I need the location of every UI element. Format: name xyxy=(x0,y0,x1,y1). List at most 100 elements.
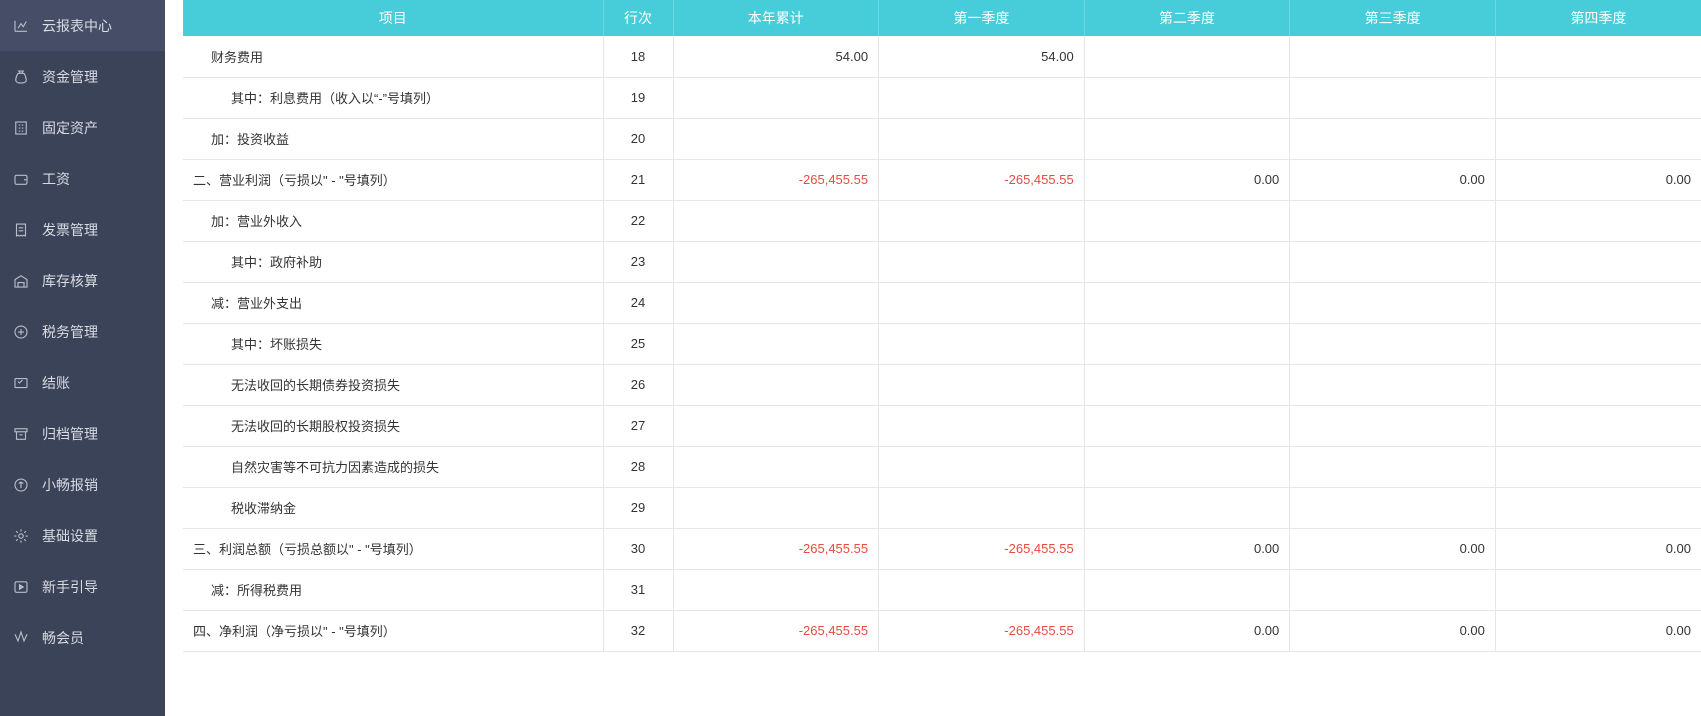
cell-ytd[interactable] xyxy=(673,323,879,364)
sidebar-item-label: 库存核算 xyxy=(42,271,98,291)
cell-q2[interactable]: 0.00 xyxy=(1084,159,1290,200)
cell-q1[interactable]: -265,455.55 xyxy=(879,528,1085,569)
sidebar-item-closing[interactable]: 结账 xyxy=(0,357,165,408)
cell-q1[interactable] xyxy=(879,405,1085,446)
cell-ytd[interactable]: -265,455.55 xyxy=(673,159,879,200)
cell-q3[interactable]: 0.00 xyxy=(1290,610,1496,651)
col-header-q3: 第三季度 xyxy=(1290,0,1496,36)
cell-ytd[interactable] xyxy=(673,118,879,159)
cell-q4[interactable] xyxy=(1495,364,1701,405)
sidebar-item-fixed-assets[interactable]: 固定资产 xyxy=(0,102,165,153)
cell-q2[interactable] xyxy=(1084,364,1290,405)
cell-q3[interactable]: 0.00 xyxy=(1290,528,1496,569)
cell-q4[interactable] xyxy=(1495,487,1701,528)
cell-q2[interactable] xyxy=(1084,36,1290,77)
sidebar-item-guide[interactable]: 新手引导 xyxy=(0,561,165,612)
cell-q1[interactable] xyxy=(879,282,1085,323)
cell-q4[interactable] xyxy=(1495,36,1701,77)
cell-ytd[interactable] xyxy=(673,569,879,610)
cell-q2[interactable] xyxy=(1084,569,1290,610)
cell-q4[interactable]: 0.00 xyxy=(1495,159,1701,200)
cell-q3[interactable] xyxy=(1290,405,1496,446)
cell-q2[interactable] xyxy=(1084,487,1290,528)
sidebar-item-funds[interactable]: 资金管理 xyxy=(0,51,165,102)
cell-q3[interactable] xyxy=(1290,241,1496,282)
cell-q2[interactable] xyxy=(1084,446,1290,487)
sidebar-item-label: 归档管理 xyxy=(42,424,98,444)
cell-q3[interactable] xyxy=(1290,118,1496,159)
cell-q4[interactable]: 0.00 xyxy=(1495,610,1701,651)
sidebar-item-cloud-report[interactable]: 云报表中心 xyxy=(0,0,165,51)
cell-q1[interactable] xyxy=(879,446,1085,487)
cell-q4[interactable] xyxy=(1495,446,1701,487)
cell-ytd[interactable]: -265,455.55 xyxy=(673,610,879,651)
cell-q1[interactable] xyxy=(879,241,1085,282)
cell-ytd[interactable] xyxy=(673,487,879,528)
cell-rownum: 31 xyxy=(603,569,673,610)
sidebar-item-vip[interactable]: 畅会员 xyxy=(0,612,165,663)
cell-q2[interactable] xyxy=(1084,405,1290,446)
cell-ytd[interactable] xyxy=(673,405,879,446)
cell-q1[interactable] xyxy=(879,487,1085,528)
table-row: 四、净利润（净亏损以" - "号填列）32-265,455.55-265,455… xyxy=(183,610,1701,651)
sidebar-item-expense[interactable]: 小畅报销 xyxy=(0,459,165,510)
cell-ytd[interactable]: -265,455.55 xyxy=(673,528,879,569)
cell-q4[interactable] xyxy=(1495,569,1701,610)
cell-q3[interactable] xyxy=(1290,77,1496,118)
cell-q3[interactable] xyxy=(1290,364,1496,405)
cell-q1[interactable]: -265,455.55 xyxy=(879,610,1085,651)
cell-q2[interactable] xyxy=(1084,241,1290,282)
cell-q2[interactable]: 0.00 xyxy=(1084,528,1290,569)
sidebar-item-tax[interactable]: 税务管理 xyxy=(0,306,165,357)
cell-q1[interactable]: -265,455.55 xyxy=(879,159,1085,200)
cell-ytd[interactable] xyxy=(673,282,879,323)
cell-q3[interactable] xyxy=(1290,569,1496,610)
cell-item: 其中：政府补助 xyxy=(183,241,603,282)
sidebar-item-inventory[interactable]: 库存核算 xyxy=(0,255,165,306)
wallet-icon xyxy=(12,170,30,188)
sidebar-item-label: 资金管理 xyxy=(42,67,98,87)
cell-q4[interactable] xyxy=(1495,200,1701,241)
cell-rownum: 18 xyxy=(603,36,673,77)
cell-q4[interactable] xyxy=(1495,118,1701,159)
cell-q2[interactable] xyxy=(1084,323,1290,364)
sidebar-item-salary[interactable]: 工资 xyxy=(0,153,165,204)
cell-q2[interactable] xyxy=(1084,77,1290,118)
cell-rownum: 28 xyxy=(603,446,673,487)
cell-q3[interactable] xyxy=(1290,36,1496,77)
cell-q3[interactable] xyxy=(1290,200,1496,241)
cell-q4[interactable]: 0.00 xyxy=(1495,528,1701,569)
sidebar-item-label: 工资 xyxy=(42,169,70,189)
cell-q1[interactable] xyxy=(879,200,1085,241)
cell-q2[interactable] xyxy=(1084,118,1290,159)
cell-q1[interactable] xyxy=(879,323,1085,364)
cell-ytd[interactable]: 54.00 xyxy=(673,36,879,77)
sidebar-item-archive[interactable]: 归档管理 xyxy=(0,408,165,459)
cell-q4[interactable] xyxy=(1495,405,1701,446)
cell-q3[interactable] xyxy=(1290,487,1496,528)
cell-item: 其中：利息费用（收入以“-”号填列） xyxy=(183,77,603,118)
cell-q4[interactable] xyxy=(1495,241,1701,282)
cell-q2[interactable]: 0.00 xyxy=(1084,610,1290,651)
cell-q3[interactable]: 0.00 xyxy=(1290,159,1496,200)
cell-q1[interactable]: 54.00 xyxy=(879,36,1085,77)
cell-ytd[interactable] xyxy=(673,446,879,487)
cell-q1[interactable] xyxy=(879,77,1085,118)
cell-ytd[interactable] xyxy=(673,241,879,282)
sidebar-item-invoice[interactable]: 发票管理 xyxy=(0,204,165,255)
cell-ytd[interactable] xyxy=(673,200,879,241)
cell-q1[interactable] xyxy=(879,569,1085,610)
cell-q4[interactable] xyxy=(1495,282,1701,323)
cell-q3[interactable] xyxy=(1290,282,1496,323)
cell-q4[interactable] xyxy=(1495,77,1701,118)
cell-ytd[interactable] xyxy=(673,364,879,405)
cell-q1[interactable] xyxy=(879,364,1085,405)
cell-q3[interactable] xyxy=(1290,446,1496,487)
cell-q2[interactable] xyxy=(1084,200,1290,241)
cell-q3[interactable] xyxy=(1290,323,1496,364)
cell-q4[interactable] xyxy=(1495,323,1701,364)
sidebar-item-settings[interactable]: 基础设置 xyxy=(0,510,165,561)
cell-q1[interactable] xyxy=(879,118,1085,159)
cell-ytd[interactable] xyxy=(673,77,879,118)
cell-q2[interactable] xyxy=(1084,282,1290,323)
